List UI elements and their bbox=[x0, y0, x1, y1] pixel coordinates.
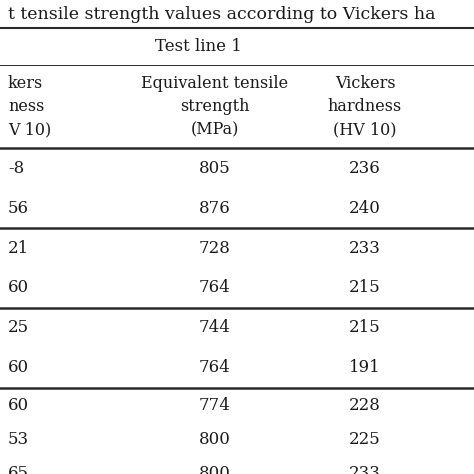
Text: 191: 191 bbox=[349, 359, 381, 376]
Text: 764: 764 bbox=[199, 280, 231, 297]
Text: 233: 233 bbox=[349, 239, 381, 256]
Text: (HV 10): (HV 10) bbox=[333, 121, 397, 138]
Text: kers: kers bbox=[8, 75, 43, 92]
Text: -8: -8 bbox=[8, 159, 24, 176]
Text: 25: 25 bbox=[8, 319, 29, 337]
Text: 800: 800 bbox=[199, 430, 231, 447]
Text: 774: 774 bbox=[199, 396, 231, 413]
Text: 215: 215 bbox=[349, 280, 381, 297]
Text: V 10): V 10) bbox=[8, 121, 51, 138]
Text: strength: strength bbox=[180, 98, 250, 115]
Text: hardness: hardness bbox=[328, 98, 402, 115]
Text: 56: 56 bbox=[8, 200, 29, 217]
Text: ness: ness bbox=[8, 98, 45, 115]
Text: t tensile strength values according to Vickers ha: t tensile strength values according to V… bbox=[8, 6, 436, 22]
Text: 805: 805 bbox=[199, 159, 231, 176]
Text: Vickers: Vickers bbox=[335, 75, 395, 92]
Text: 236: 236 bbox=[349, 159, 381, 176]
Text: 60: 60 bbox=[8, 359, 29, 376]
Text: 21: 21 bbox=[8, 239, 29, 256]
Text: 60: 60 bbox=[8, 280, 29, 297]
Text: 744: 744 bbox=[199, 319, 231, 337]
Text: 800: 800 bbox=[199, 465, 231, 474]
Text: 240: 240 bbox=[349, 200, 381, 217]
Text: Test line 1: Test line 1 bbox=[155, 38, 242, 55]
Text: 225: 225 bbox=[349, 430, 381, 447]
Text: Equivalent tensile: Equivalent tensile bbox=[141, 75, 289, 92]
Text: 233: 233 bbox=[349, 465, 381, 474]
Text: 215: 215 bbox=[349, 319, 381, 337]
Text: 228: 228 bbox=[349, 396, 381, 413]
Text: (MPa): (MPa) bbox=[191, 121, 239, 138]
Text: 876: 876 bbox=[199, 200, 231, 217]
Text: 764: 764 bbox=[199, 359, 231, 376]
Text: 728: 728 bbox=[199, 239, 231, 256]
Text: 60: 60 bbox=[8, 396, 29, 413]
Text: 53: 53 bbox=[8, 430, 29, 447]
Text: 65: 65 bbox=[8, 465, 29, 474]
